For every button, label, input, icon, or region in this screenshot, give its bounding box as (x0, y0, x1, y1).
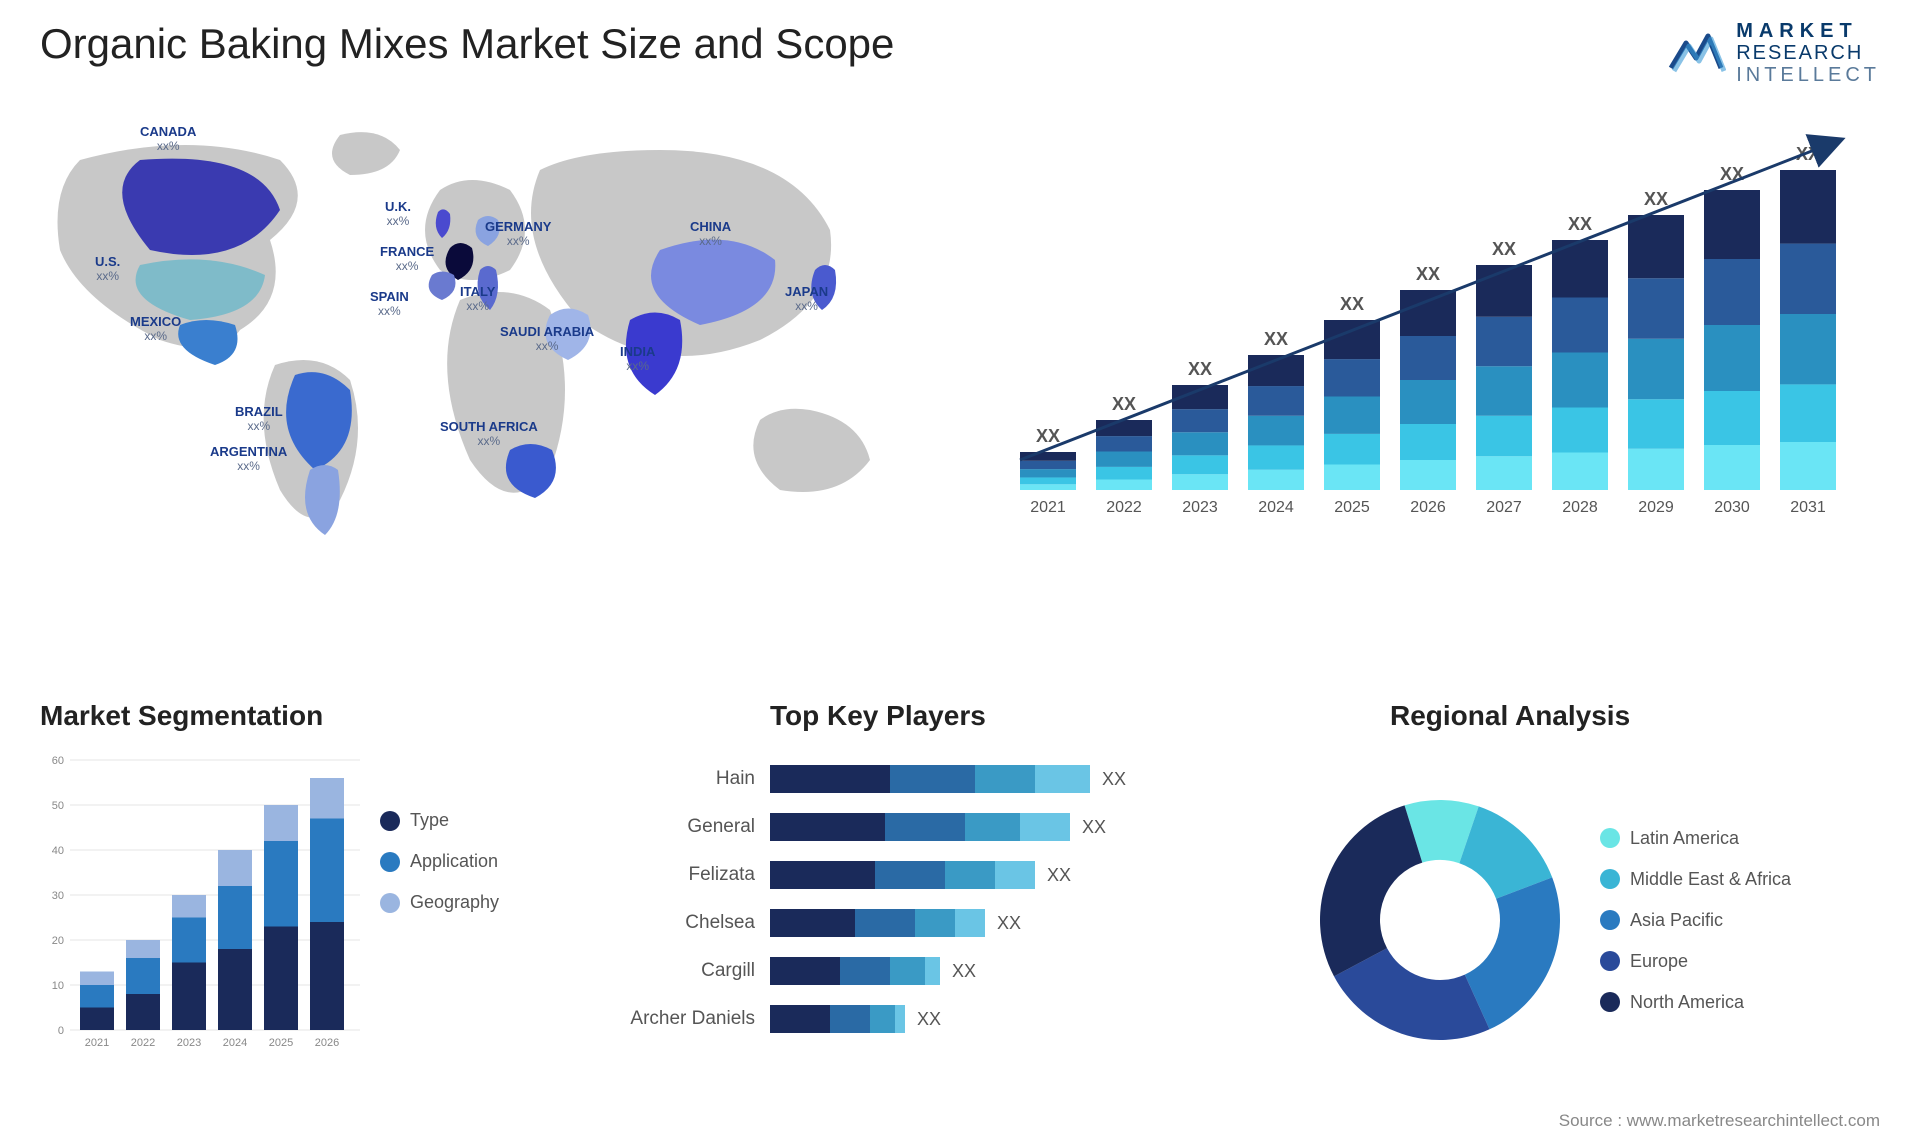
country-label: GERMANYxx% (485, 220, 551, 249)
logo-line2: RESEARCH (1736, 42, 1880, 64)
country-label: MEXICOxx% (130, 315, 181, 344)
country-label: CHINAxx% (690, 220, 731, 249)
player-value: XX (917, 1009, 941, 1030)
svg-text:30: 30 (52, 890, 64, 902)
player-row: Chelsea XX (600, 904, 1240, 942)
page-title: Organic Baking Mixes Market Size and Sco… (40, 20, 894, 68)
country-label: U.K.xx% (385, 200, 411, 229)
country-label: U.S.xx% (95, 255, 120, 284)
svg-text:2028: 2028 (1562, 499, 1598, 516)
logo-line3: INTELLECT (1736, 64, 1880, 86)
svg-text:2022: 2022 (1106, 499, 1142, 516)
legend-item: Type (380, 810, 499, 831)
regional-title: Regional Analysis (1390, 700, 1630, 732)
player-bar (770, 1005, 905, 1033)
svg-text:2021: 2021 (1030, 499, 1066, 516)
logo-icon (1666, 28, 1726, 78)
legend-item: Latin America (1600, 828, 1791, 849)
country-label: ITALYxx% (460, 285, 495, 314)
country-label: SOUTH AFRICAxx% (440, 420, 538, 449)
svg-text:2031: 2031 (1790, 499, 1826, 516)
country-label: JAPANxx% (785, 285, 828, 314)
player-value: XX (1082, 817, 1106, 838)
svg-text:XX: XX (1112, 394, 1136, 414)
segmentation-title: Market Segmentation (40, 700, 323, 732)
svg-text:10: 10 (52, 980, 64, 992)
country-label: ARGENTINAxx% (210, 445, 287, 474)
player-value: XX (1102, 769, 1126, 790)
player-value: XX (952, 961, 976, 982)
players-chart: HainXXGeneralXXFelizataXXChelseaXXCargil… (600, 760, 1240, 1080)
svg-text:2026: 2026 (315, 1037, 339, 1049)
svg-text:2025: 2025 (269, 1037, 293, 1049)
country-label: CANADAxx% (140, 125, 196, 154)
player-name: Chelsea (600, 912, 770, 934)
source-text: Source : www.marketresearchintellect.com (1559, 1111, 1880, 1131)
svg-text:40: 40 (52, 845, 64, 857)
country-label: SPAINxx% (370, 290, 409, 319)
svg-text:2023: 2023 (1182, 499, 1218, 516)
player-bar (770, 861, 1035, 889)
svg-text:2030: 2030 (1714, 499, 1750, 516)
player-row: Hain XX (600, 760, 1240, 798)
svg-text:XX: XX (1492, 239, 1516, 259)
svg-text:2021: 2021 (85, 1037, 109, 1049)
svg-text:XX: XX (1644, 189, 1668, 209)
svg-text:XX: XX (1036, 426, 1060, 446)
svg-text:2022: 2022 (131, 1037, 155, 1049)
player-name: Archer Daniels (600, 1008, 770, 1030)
player-value: XX (1047, 865, 1071, 886)
world-map: CANADAxx% U.S.xx% MEXICOxx% BRAZILxx% ARGENT… (40, 120, 940, 540)
svg-text:2029: 2029 (1638, 499, 1674, 516)
player-row: General XX (600, 808, 1240, 846)
legend-item: Middle East & Africa (1600, 869, 1791, 890)
svg-text:60: 60 (52, 755, 64, 767)
player-value: XX (997, 913, 1021, 934)
svg-text:2026: 2026 (1410, 499, 1446, 516)
growth-bar-chart: XX 2021 XX 2022 XX 2023 XX 2024 XX 2025 XX 2026 XX 20… (1000, 130, 1860, 530)
logo-line1: MARKET (1736, 20, 1880, 42)
player-bar (770, 909, 985, 937)
svg-text:XX: XX (1416, 264, 1440, 284)
country-label: BRAZILxx% (235, 405, 283, 434)
player-bar (770, 813, 1070, 841)
player-name: Felizata (600, 864, 770, 886)
svg-text:20: 20 (52, 935, 64, 947)
regional-chart: Latin America Middle East & Africa Asia Pa… (1310, 750, 1890, 1090)
svg-text:XX: XX (1188, 359, 1212, 379)
country-label: INDIAxx% (620, 345, 655, 374)
players-title: Top Key Players (770, 700, 986, 732)
legend-item: Application (380, 851, 499, 872)
svg-text:0: 0 (58, 1025, 64, 1037)
country-label: SAUDI ARABIAxx% (500, 325, 594, 354)
player-name: General (600, 816, 770, 838)
player-bar (770, 957, 940, 985)
legend-item: North America (1600, 992, 1791, 1013)
svg-text:XX: XX (1568, 214, 1592, 234)
legend-item: Asia Pacific (1600, 910, 1791, 931)
segmentation-chart: 0 10 20 30 40 50 60 2021 2022 2023 2024 2025 2026 Ty… (40, 750, 520, 1080)
svg-text:2027: 2027 (1486, 499, 1522, 516)
svg-text:XX: XX (1264, 329, 1288, 349)
player-name: Hain (600, 768, 770, 790)
player-row: Archer Daniels XX (600, 1000, 1240, 1038)
svg-text:2025: 2025 (1334, 499, 1370, 516)
legend-item: Europe (1600, 951, 1791, 972)
svg-text:50: 50 (52, 800, 64, 812)
svg-text:2024: 2024 (223, 1037, 247, 1049)
svg-text:2023: 2023 (177, 1037, 201, 1049)
player-row: Felizata XX (600, 856, 1240, 894)
svg-text:2024: 2024 (1258, 499, 1294, 516)
player-name: Cargill (600, 960, 770, 982)
player-bar (770, 765, 1090, 793)
country-label: FRANCExx% (380, 245, 434, 274)
brand-logo: MARKET RESEARCH INTELLECT (1666, 20, 1880, 86)
player-row: Cargill XX (600, 952, 1240, 990)
svg-text:XX: XX (1340, 294, 1364, 314)
legend-item: Geography (380, 892, 499, 913)
